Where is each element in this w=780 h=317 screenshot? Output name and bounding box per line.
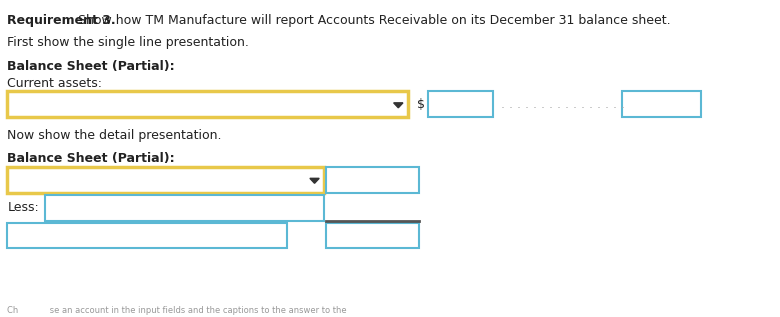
- Text: Current assets:: Current assets:: [8, 77, 102, 90]
- Text: Balance Sheet (Partial):: Balance Sheet (Partial):: [8, 152, 175, 165]
- Text: Balance Sheet (Partial):: Balance Sheet (Partial):: [8, 60, 175, 73]
- Text: $: $: [417, 98, 425, 111]
- Text: First show the single line presentation.: First show the single line presentation.: [8, 36, 250, 49]
- Text: Now show the detail presentation.: Now show the detail presentation.: [8, 129, 222, 142]
- Text: Less:: Less:: [8, 201, 39, 214]
- Text: Requirement 3.: Requirement 3.: [8, 14, 116, 27]
- Text: . . . . . . . . . . . . . . . .: . . . . . . . . . . . . . . . .: [501, 98, 625, 111]
- Polygon shape: [394, 103, 403, 108]
- Text: Ch            se an account in the input fields and the captions to the answer t: Ch se an account in the input fields and…: [8, 306, 347, 315]
- Polygon shape: [310, 178, 319, 183]
- Text: Show how TM Manufacture will report Accounts Receivable on its December 31 balan: Show how TM Manufacture will report Acco…: [74, 14, 671, 27]
